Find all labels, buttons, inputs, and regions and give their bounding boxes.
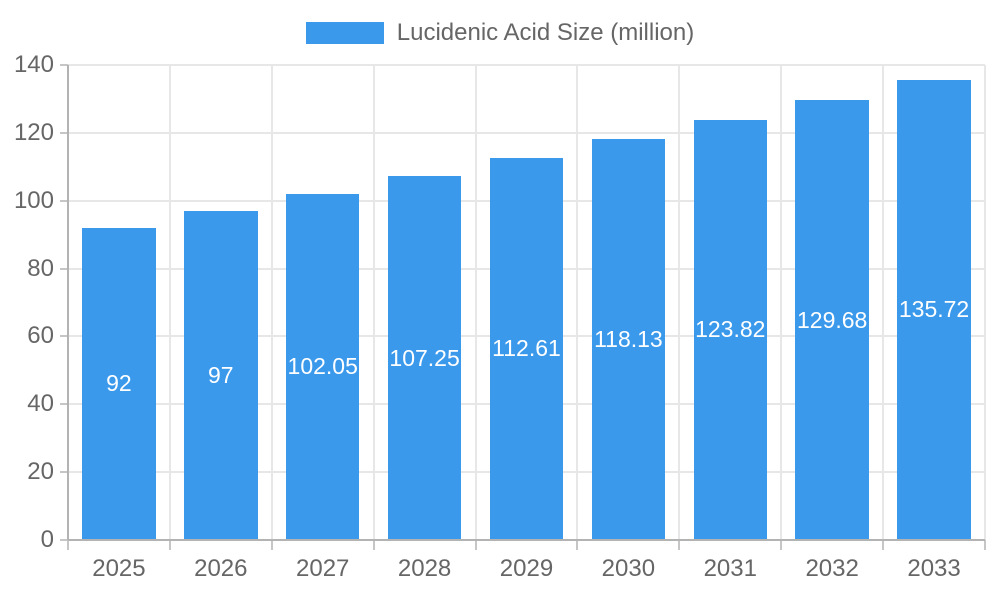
x-axis-tick xyxy=(678,540,681,550)
x-tick-label: 2030 xyxy=(601,555,656,582)
bar-2030[interactable]: 118.13 xyxy=(591,139,666,540)
chart-legend-item[interactable]: Lucidenic Acid Size (million) xyxy=(0,16,1000,50)
x-axis-tick xyxy=(474,540,477,550)
x-tick-label: 2027 xyxy=(296,555,350,582)
gridline-y-120 xyxy=(68,131,985,134)
bar-2033[interactable]: 135.72 xyxy=(897,79,971,540)
bar-value-label: 129.68 xyxy=(796,306,868,333)
bar-value-label: 112.61 xyxy=(492,335,561,362)
plot-area: 92 97 102.05 107.25 112.61 118.13 123.82 129.68… xyxy=(67,64,986,541)
x-axis-tick xyxy=(270,540,273,550)
x-tick-label: 2028 xyxy=(397,555,452,582)
x-tick-label: 2033 xyxy=(907,555,961,582)
bar-2026[interactable]: 97 xyxy=(184,210,258,540)
y-tick-label: 40 xyxy=(27,390,54,418)
y-tick-label: 120 xyxy=(13,118,54,146)
bar-value-label: 97 xyxy=(208,361,234,388)
gridline-x-4 xyxy=(474,65,477,540)
y-axis-tick xyxy=(60,199,68,202)
y-axis-tick xyxy=(60,131,68,134)
legend-swatch xyxy=(305,22,384,44)
bar-2028[interactable]: 107.25 xyxy=(387,176,462,540)
bar-value-label: 92 xyxy=(106,370,132,397)
y-tick-label: 20 xyxy=(27,458,54,486)
x-tick-label: 2031 xyxy=(703,555,757,582)
y-tick-label: 140 xyxy=(13,51,54,78)
x-tick-label: 2026 xyxy=(194,555,248,582)
y-axis-tick xyxy=(60,403,68,406)
gridline-x-6 xyxy=(678,65,681,540)
legend-label: Lucidenic Acid Size (million) xyxy=(396,19,695,46)
y-axis-tick xyxy=(60,539,68,541)
x-axis-tick xyxy=(576,540,579,550)
x-axis-tick xyxy=(67,540,69,550)
y-axis-tick xyxy=(60,64,68,66)
y-tick-label: 0 xyxy=(40,526,54,553)
gridline-x-2 xyxy=(270,65,273,540)
bar-value-label: 107.25 xyxy=(389,344,460,371)
bar-2031[interactable]: 123.82 xyxy=(693,119,767,540)
gridline-x-1 xyxy=(168,65,171,540)
bar-2032[interactable]: 129.68 xyxy=(795,100,869,540)
y-axis-tick xyxy=(60,335,68,338)
x-axis-tick xyxy=(780,540,783,550)
gridline-x-8 xyxy=(882,65,885,540)
y-tick-label: 80 xyxy=(27,254,54,282)
x-tick-label: 2025 xyxy=(92,555,146,582)
gridline-x-7 xyxy=(780,65,783,540)
gridline-x-3 xyxy=(372,65,375,540)
x-axis-tick xyxy=(372,540,375,550)
x-tick-label: 2032 xyxy=(805,555,859,582)
y-axis-tick xyxy=(60,267,68,270)
y-axis-line xyxy=(67,65,69,540)
y-axis-tick xyxy=(60,471,68,474)
bar-2029[interactable]: 112.61 xyxy=(489,157,564,540)
y-tick-label: 60 xyxy=(27,322,54,350)
y-tick-label: 100 xyxy=(13,186,54,214)
gridline-x-9 xyxy=(984,65,986,540)
x-axis-tick xyxy=(882,540,885,550)
bar-value-label: 123.82 xyxy=(695,316,766,343)
bar-2027[interactable]: 102.05 xyxy=(286,193,360,540)
bar-value-label: 102.05 xyxy=(287,353,358,380)
x-axis-tick xyxy=(168,540,171,550)
x-axis-line xyxy=(68,539,985,541)
bar-2025[interactable]: 92 xyxy=(82,227,156,540)
bar-value-label: 118.13 xyxy=(594,326,663,353)
x-tick-label: 2029 xyxy=(499,555,554,582)
bar-value-label: 135.72 xyxy=(898,296,970,323)
x-axis-tick xyxy=(984,540,986,550)
gridline-y-140 xyxy=(68,64,985,66)
gridline-x-5 xyxy=(576,65,579,540)
